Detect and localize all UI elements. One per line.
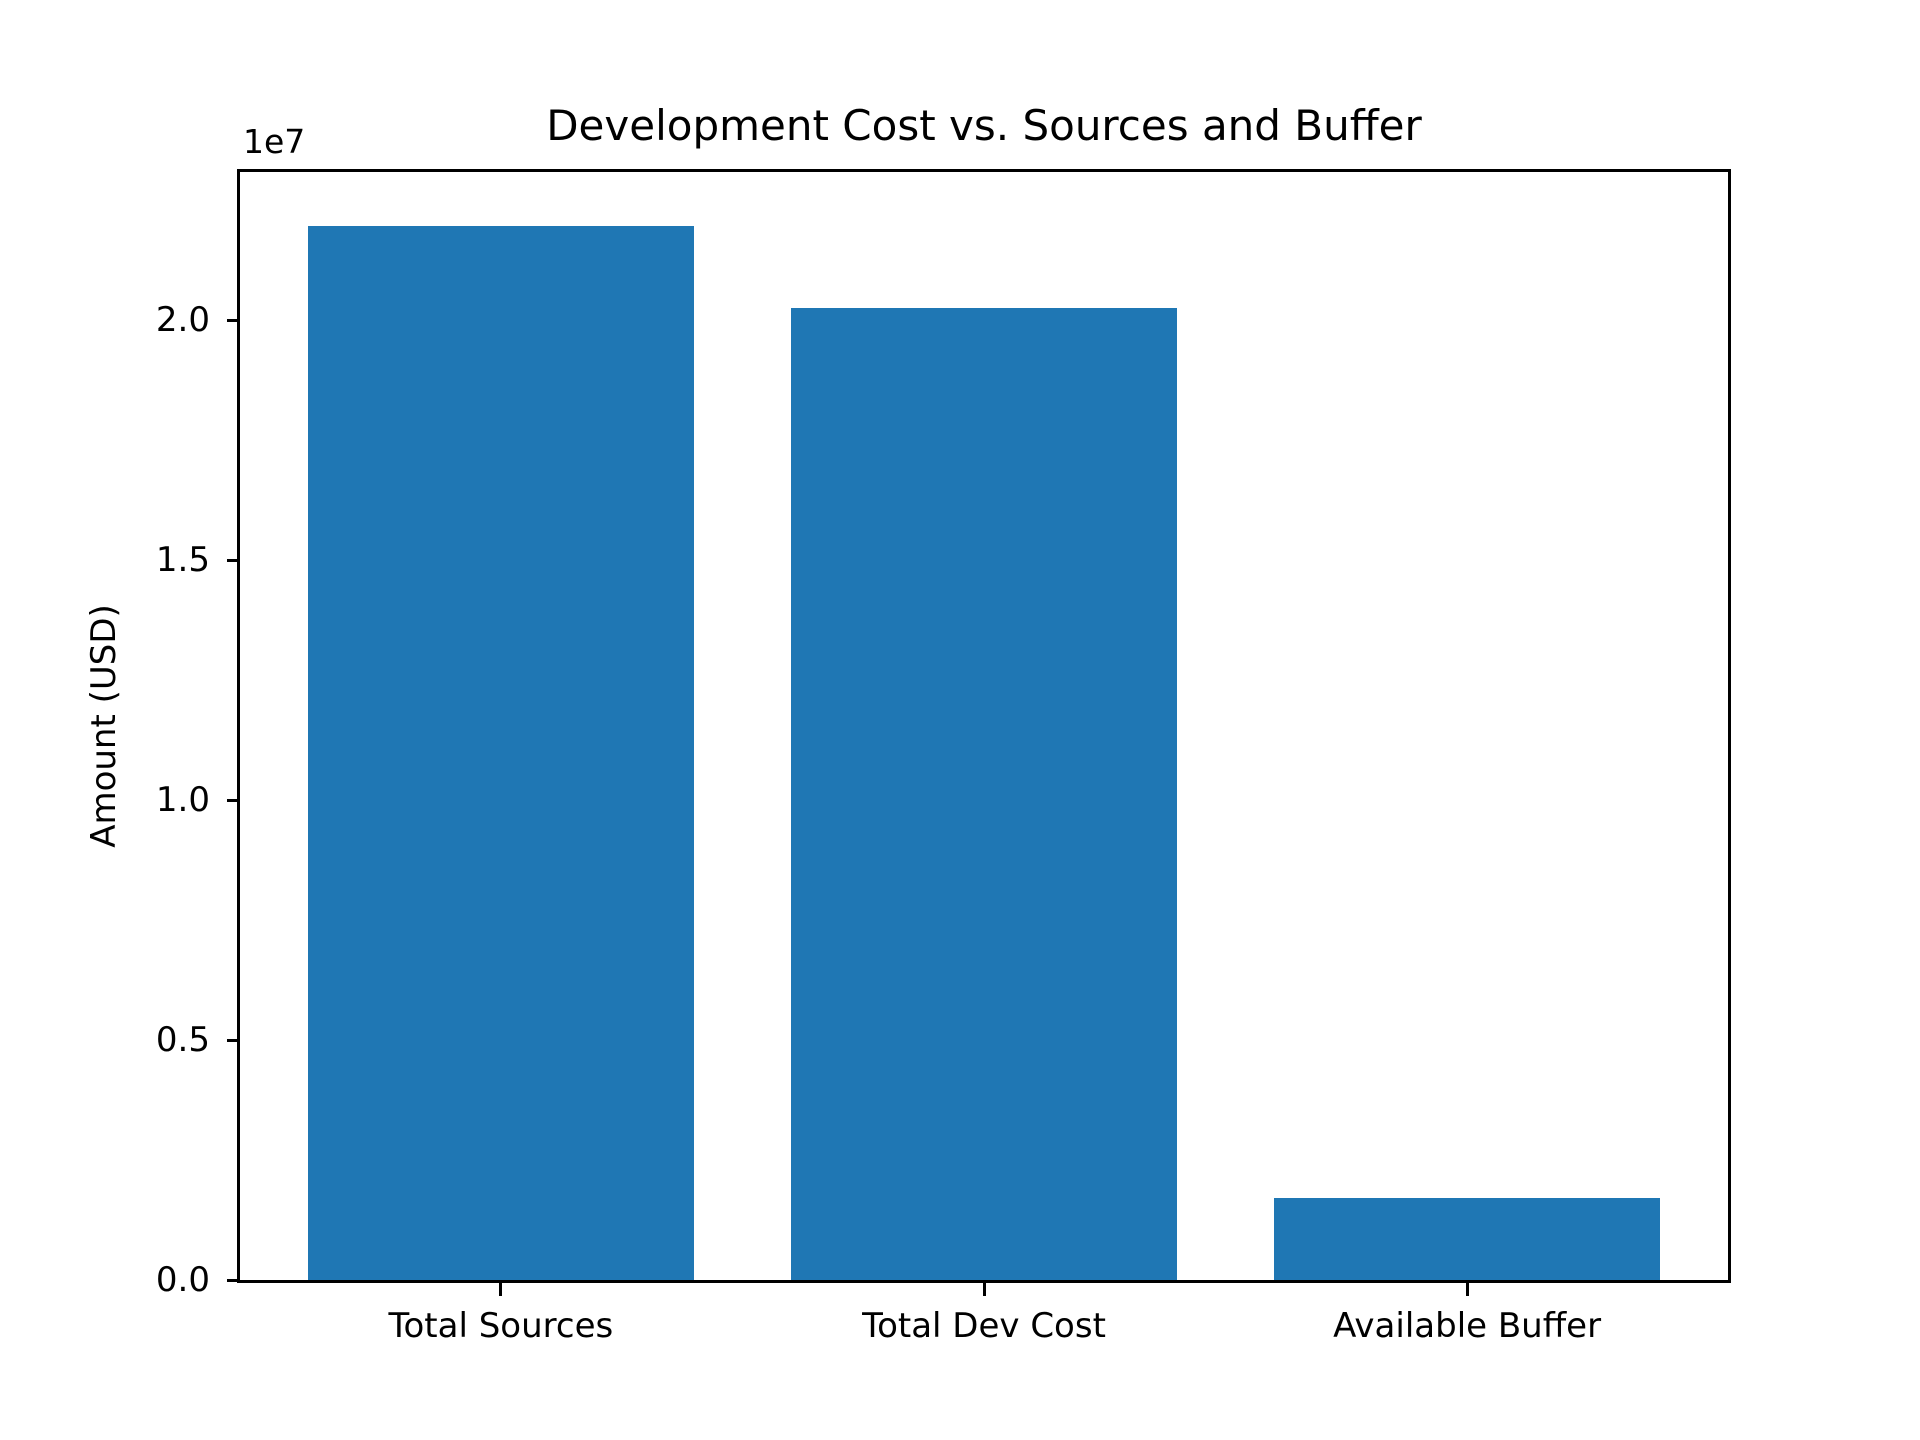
y-tick-mark — [227, 798, 240, 802]
y-tick-mark — [227, 318, 240, 322]
bar-total-dev-cost — [790, 308, 1178, 1280]
bar-available-buffer — [1273, 1198, 1661, 1280]
plot-area — [237, 169, 1731, 1283]
y-tick-mark — [227, 1278, 240, 1282]
y-tick-label: 2.0 — [155, 300, 210, 340]
x-tick-label-total-dev-cost: Total Dev Cost — [862, 1306, 1106, 1346]
y-tick-mark — [227, 1038, 240, 1042]
x-tick-mark — [1465, 1283, 1469, 1296]
y-tick-mark — [227, 558, 240, 562]
x-tick-label-total-sources: Total Sources — [388, 1306, 614, 1346]
bar-total-sources — [307, 226, 695, 1280]
y-tick-label: 1.5 — [155, 540, 210, 580]
chart-title: Development Cost vs. Sources and Buffer — [546, 101, 1422, 150]
y-tick-label: 0.5 — [155, 1020, 210, 1060]
x-tick-mark — [499, 1283, 503, 1296]
y-tick-label: 0.0 — [155, 1260, 210, 1300]
y-axis-offset-label: 1e7 — [243, 122, 306, 161]
y-tick-label: 1.0 — [155, 780, 210, 820]
x-tick-label-available-buffer: Available Buffer — [1333, 1306, 1602, 1346]
x-tick-mark — [982, 1283, 986, 1296]
